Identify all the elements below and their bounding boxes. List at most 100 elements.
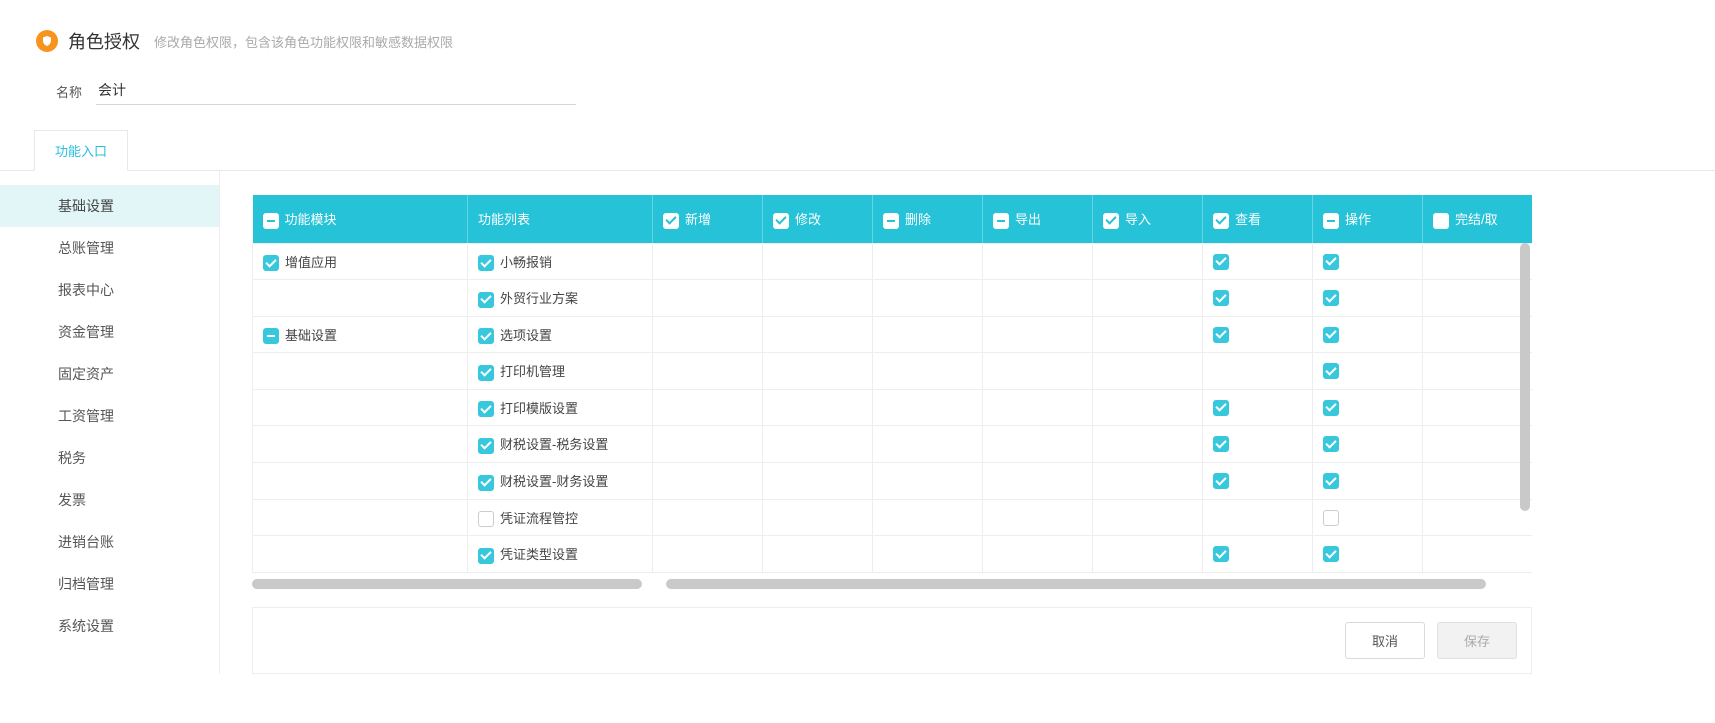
cell-view <box>1203 316 1313 353</box>
cell-op <box>1313 499 1423 536</box>
sidebar-item-7[interactable]: 发票 <box>0 479 219 521</box>
checkbox-checked[interactable] <box>1323 363 1339 379</box>
name-label: 名称 <box>56 82 82 101</box>
cell-list: 财税设置-财务设置 <box>468 462 653 499</box>
checkbox-checked[interactable] <box>1323 436 1339 452</box>
checkbox-mixed[interactable] <box>263 328 279 344</box>
checkbox-checked[interactable] <box>263 255 279 271</box>
cell-export <box>983 389 1093 426</box>
cell-module <box>253 353 468 390</box>
sidebar-item-2[interactable]: 报表中心 <box>0 269 219 311</box>
table-body: 增值应用小畅报销外贸行业方案基础设置选项设置打印机管理打印模版设置财税设置-税务… <box>253 243 1533 572</box>
permission-table-wrap: 功能模块功能列表新增修改删除导出导入查看操作完结/取 增值应用小畅报销外贸行业方… <box>252 195 1532 573</box>
footer-actions: 取消 保存 <box>252 607 1532 674</box>
cell-del <box>873 353 983 390</box>
cell-edit <box>763 426 873 463</box>
hscroll-right[interactable] <box>666 579 1532 589</box>
checkbox-checked[interactable] <box>1103 213 1119 229</box>
checkbox-empty[interactable] <box>478 511 494 527</box>
cell-add <box>653 389 763 426</box>
hscroll-left[interactable] <box>252 579 652 589</box>
table-row: 财税设置-税务设置 <box>253 426 1533 463</box>
checkbox-checked[interactable] <box>478 328 494 344</box>
cell-export <box>983 426 1093 463</box>
sidebar-item-10[interactable]: 系统设置 <box>0 605 219 647</box>
col-header-label: 修改 <box>795 212 821 227</box>
checkbox-checked[interactable] <box>773 213 789 229</box>
list-label: 打印机管理 <box>500 364 565 379</box>
cell-view <box>1203 389 1313 426</box>
cell-edit <box>763 389 873 426</box>
vertical-scrollbar[interactable] <box>1520 243 1530 521</box>
checkbox-mixed[interactable] <box>883 213 899 229</box>
checkbox-checked[interactable] <box>1213 546 1229 562</box>
sidebar-item-1[interactable]: 总账管理 <box>0 227 219 269</box>
list-label: 小畅报销 <box>500 255 552 270</box>
cell-export <box>983 353 1093 390</box>
sidebar-item-4[interactable]: 固定资产 <box>0 353 219 395</box>
cell-export <box>983 243 1093 280</box>
sidebar-item-6[interactable]: 税务 <box>0 437 219 479</box>
checkbox-checked[interactable] <box>1323 290 1339 306</box>
checkbox-checked[interactable] <box>1213 290 1229 306</box>
col-header-module: 功能模块 <box>253 195 468 243</box>
checkbox-checked[interactable] <box>1323 400 1339 416</box>
checkbox-checked[interactable] <box>478 438 494 454</box>
cell-add <box>653 426 763 463</box>
save-button[interactable]: 保存 <box>1437 622 1517 659</box>
checkbox-checked[interactable] <box>478 365 494 381</box>
list-label: 凭证类型设置 <box>500 547 578 562</box>
checkbox-checked[interactable] <box>1323 327 1339 343</box>
cell-list: 财税设置-税务设置 <box>468 426 653 463</box>
checkbox-checked[interactable] <box>1213 327 1229 343</box>
cancel-button[interactable]: 取消 <box>1345 622 1425 659</box>
list-label: 财税设置-税务设置 <box>500 437 608 452</box>
cell-view <box>1203 426 1313 463</box>
checkbox-mixed[interactable] <box>993 213 1009 229</box>
checkbox-checked[interactable] <box>1213 213 1229 229</box>
checkbox-checked[interactable] <box>478 401 494 417</box>
checkbox-empty[interactable] <box>1323 510 1339 526</box>
cell-finish <box>1423 243 1533 280</box>
cell-op <box>1313 353 1423 390</box>
table-row: 外贸行业方案 <box>253 280 1533 317</box>
checkbox-checked[interactable] <box>1323 254 1339 270</box>
checkbox-mixed[interactable] <box>263 213 279 229</box>
col-header-view: 查看 <box>1203 195 1313 243</box>
checkbox-checked[interactable] <box>1213 400 1229 416</box>
checkbox-checked[interactable] <box>478 255 494 271</box>
checkbox-checked[interactable] <box>1213 436 1229 452</box>
list-label: 打印模版设置 <box>500 401 578 416</box>
table-row: 增值应用小畅报销 <box>253 243 1533 280</box>
cell-export <box>983 316 1093 353</box>
checkbox-checked[interactable] <box>663 213 679 229</box>
cell-view <box>1203 462 1313 499</box>
name-input[interactable] <box>96 78 576 105</box>
cell-finish <box>1423 462 1533 499</box>
col-header-label: 导出 <box>1015 212 1041 227</box>
permission-table: 功能模块功能列表新增修改删除导出导入查看操作完结/取 增值应用小畅报销外贸行业方… <box>252 195 1532 573</box>
checkbox-checked[interactable] <box>478 548 494 564</box>
cell-view <box>1203 536 1313 573</box>
checkbox-checked[interactable] <box>478 292 494 308</box>
page-subtitle: 修改角色权限，包含该角色功能权限和敏感数据权限 <box>154 32 453 51</box>
sidebar-item-5[interactable]: 工资管理 <box>0 395 219 437</box>
cell-del <box>873 462 983 499</box>
checkbox-empty[interactable] <box>1433 213 1449 229</box>
sidebar-item-3[interactable]: 资金管理 <box>0 311 219 353</box>
checkbox-mixed[interactable] <box>1323 213 1339 229</box>
tab-function-entry[interactable]: 功能入口 <box>34 130 128 171</box>
cell-module <box>253 389 468 426</box>
cell-list: 小畅报销 <box>468 243 653 280</box>
checkbox-checked[interactable] <box>1213 473 1229 489</box>
sidebar-item-9[interactable]: 归档管理 <box>0 563 219 605</box>
sidebar-item-0[interactable]: 基础设置 <box>0 185 219 227</box>
checkbox-checked[interactable] <box>1323 546 1339 562</box>
cell-edit <box>763 353 873 390</box>
col-header-list: 功能列表 <box>468 195 653 243</box>
checkbox-checked[interactable] <box>1323 473 1339 489</box>
cell-del <box>873 389 983 426</box>
checkbox-checked[interactable] <box>1213 254 1229 270</box>
checkbox-checked[interactable] <box>478 475 494 491</box>
sidebar-item-8[interactable]: 进销台账 <box>0 521 219 563</box>
